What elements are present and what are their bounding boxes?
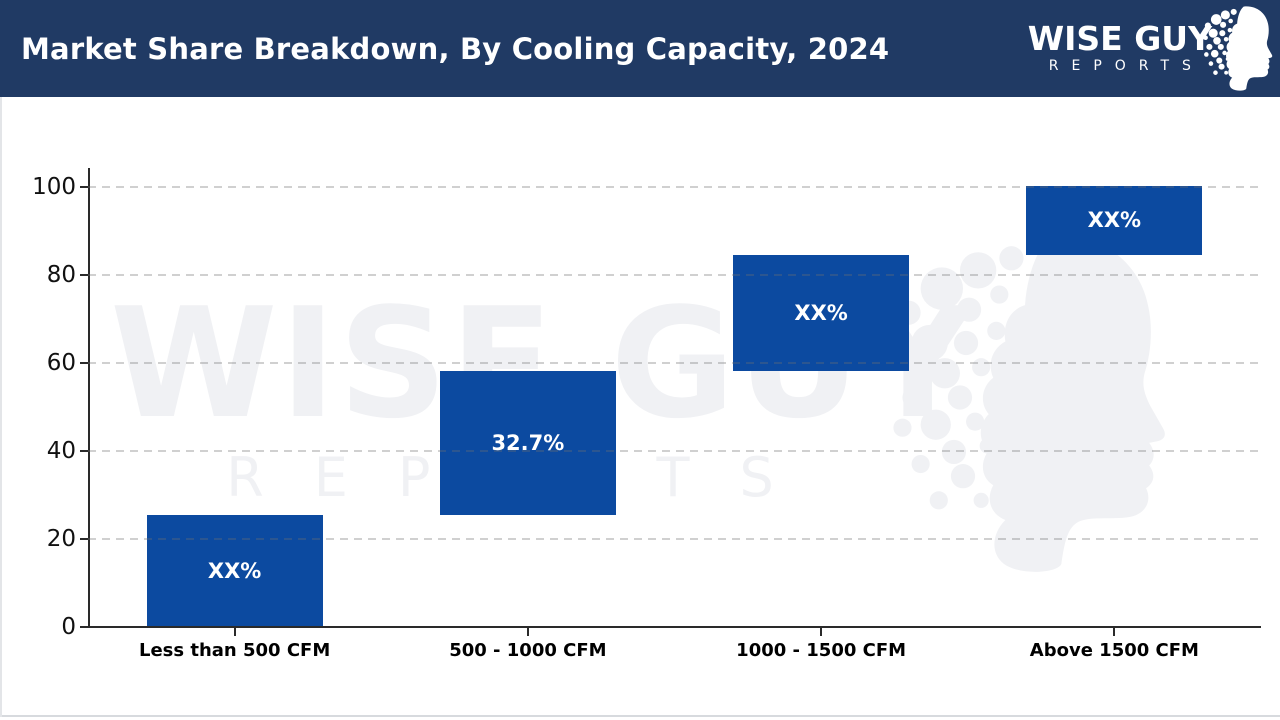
y-tick-label: 60	[46, 350, 76, 376]
watermark-face-icon	[868, 228, 1173, 576]
y-tick-label: 80	[46, 262, 76, 288]
header-bar: Market Share Breakdown, By Cooling Capac…	[0, 0, 1280, 97]
bar	[733, 254, 910, 372]
bar	[146, 515, 323, 626]
x-category-label: 1000 - 1500 CFM	[736, 640, 907, 661]
wise-guy-face-icon	[1198, 4, 1274, 92]
bar	[439, 371, 616, 516]
gridline	[88, 538, 1261, 540]
bar-value-label: XX%	[1087, 208, 1142, 233]
x-tick-mark	[526, 628, 529, 636]
x-category-label: 500 - 1000 CFM	[449, 640, 607, 661]
x-tick-mark	[233, 628, 236, 636]
x-tick-mark	[820, 628, 823, 636]
y-tick-label: 0	[61, 614, 76, 640]
y-tick-label: 20	[46, 526, 76, 552]
gridline	[88, 274, 1261, 276]
gridline	[88, 362, 1261, 364]
bar-value-label: XX%	[794, 300, 848, 325]
brand-subname: REPORTS	[1048, 58, 1204, 75]
y-tick-mark	[80, 450, 88, 452]
y-tick-mark	[80, 538, 88, 540]
bottom-border-line	[0, 715, 1280, 717]
y-tick-mark	[80, 362, 88, 364]
gridline	[88, 186, 1261, 188]
brand-logo: WISE GUY REPORTS	[1028, 4, 1274, 92]
gridline	[88, 450, 1261, 452]
page-title: Market Share Breakdown, By Cooling Capac…	[21, 31, 890, 66]
brand-logo-text: WISE GUY REPORTS	[1027, 18, 1212, 75]
y-axis-line	[88, 168, 90, 628]
x-axis-line	[88, 626, 1261, 628]
x-tick-mark	[1113, 628, 1116, 636]
left-border-line	[0, 97, 2, 717]
x-category-label: Above 1500 CFM	[1029, 640, 1199, 661]
bar-value-label: XX%	[207, 558, 262, 583]
brand-name: WISE GUY	[1027, 18, 1212, 58]
y-tick-label: 100	[32, 174, 76, 200]
bar-value-label: 32.7%	[491, 431, 565, 456]
x-category-label: Less than 500 CFM	[138, 640, 331, 661]
y-tick-mark	[80, 626, 88, 628]
y-tick-mark	[80, 186, 88, 188]
y-tick-mark	[80, 274, 88, 276]
y-tick-label: 40	[46, 438, 76, 464]
